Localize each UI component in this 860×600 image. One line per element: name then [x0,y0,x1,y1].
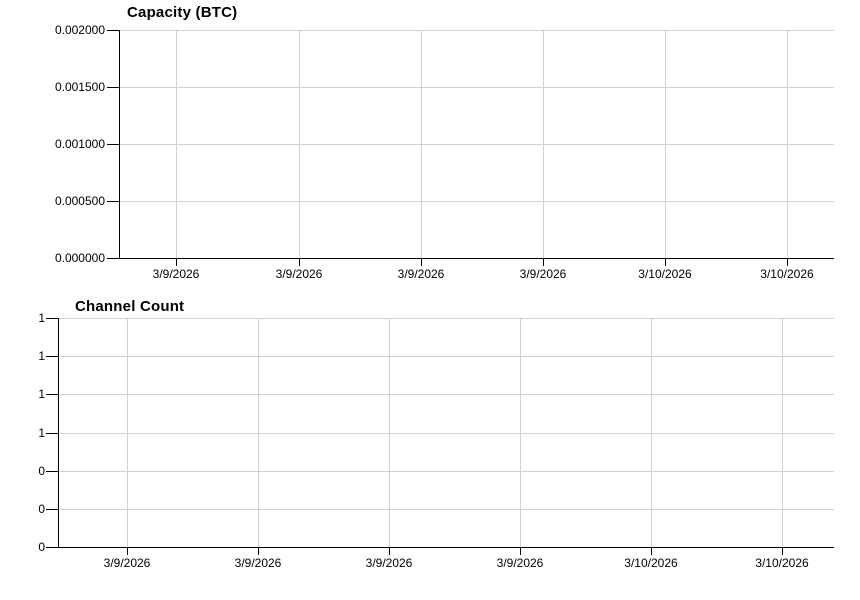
x-tick-label: 3/9/2026 [234,556,282,570]
v-gridline [782,318,783,547]
y-tick-label: 0.000000 [54,251,105,265]
h-gridline [120,30,834,31]
x-tick-mark [543,259,544,266]
v-gridline [787,30,788,258]
y-tick-label: 0.001000 [54,137,105,151]
h-gridline [59,356,834,357]
channel-count-plot-area [58,318,834,548]
v-gridline [651,318,652,547]
x-tick-mark [651,548,652,555]
v-gridline [258,318,259,547]
y-tick-mark [46,433,58,434]
v-gridline [421,30,422,258]
h-gridline [59,433,834,434]
x-tick-label: 3/9/2026 [496,556,544,570]
x-tick-label: 3/9/2026 [397,267,445,281]
y-tick-mark [107,258,119,259]
x-tick-label: 3/9/2026 [152,267,200,281]
x-tick-mark [176,259,177,266]
x-tick-label: 3/9/2026 [103,556,151,570]
y-tick-mark [46,547,58,548]
y-tick-mark [46,471,58,472]
v-gridline [543,30,544,258]
x-tick-mark [389,548,390,555]
y-tick-label: 0 [38,502,45,516]
y-tick-mark [46,318,58,319]
v-gridline [176,30,177,258]
y-tick-label: 1 [38,311,45,325]
y-tick-mark [107,87,119,88]
h-gridline [59,394,834,395]
h-gridline [59,509,834,510]
x-tick-mark [258,548,259,555]
v-gridline [389,318,390,547]
v-gridline [665,30,666,258]
y-tick-mark [107,201,119,202]
h-gridline [120,87,834,88]
v-gridline [127,318,128,547]
y-tick-label: 0.000500 [54,194,105,208]
x-tick-mark [665,259,666,266]
y-tick-label: 1 [38,387,45,401]
y-tick-label: 0.002000 [54,23,105,37]
h-gridline [120,144,834,145]
y-tick-mark [46,356,58,357]
h-gridline [120,201,834,202]
x-tick-label: 3/10/2026 [760,267,814,281]
y-tick-label: 1 [38,349,45,363]
x-tick-label: 3/10/2026 [624,556,678,570]
y-tick-mark [46,509,58,510]
x-tick-mark [787,259,788,266]
h-gridline [59,471,834,472]
y-tick-label: 0.001500 [54,80,105,94]
x-tick-mark [421,259,422,266]
y-tick-label: 1 [38,426,45,440]
y-tick-mark [107,144,119,145]
v-gridline [299,30,300,258]
x-tick-label: 3/9/2026 [519,267,567,281]
x-tick-label: 3/9/2026 [275,267,323,281]
y-tick-mark [107,30,119,31]
capacity-chart-title: Capacity (BTC) [127,4,238,21]
y-tick-mark [46,394,58,395]
x-tick-mark [127,548,128,555]
channel-count-chart-title: Channel Count [75,298,185,315]
y-tick-label: 0 [38,540,45,554]
h-gridline [59,318,834,319]
v-gridline [520,318,521,547]
x-tick-mark [520,548,521,555]
x-tick-label: 3/10/2026 [755,556,809,570]
x-tick-mark [782,548,783,555]
x-tick-label: 3/10/2026 [638,267,692,281]
y-tick-label: 0 [38,464,45,478]
x-tick-label: 3/9/2026 [365,556,413,570]
capacity-plot-area [119,30,834,259]
x-tick-mark [299,259,300,266]
